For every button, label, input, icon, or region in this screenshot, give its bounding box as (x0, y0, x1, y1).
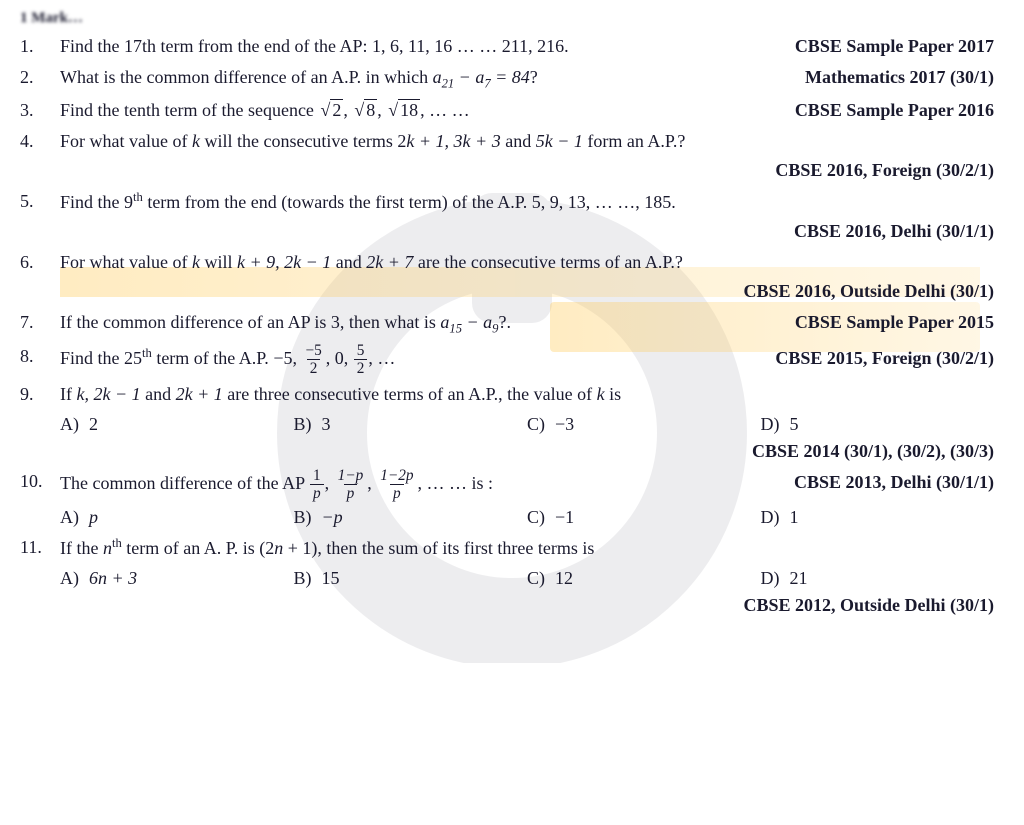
option: D)5 (761, 414, 995, 435)
question-row: 7. If the common difference of an AP is … (20, 309, 994, 338)
option: B)−p (294, 507, 528, 528)
option: C)12 (527, 568, 761, 589)
question-text: Find the 9th term from the end (towards … (60, 188, 994, 216)
option: A)2 (60, 414, 294, 435)
question-row: 3. Find the tenth term of the sequence 2… (20, 97, 994, 124)
question-source: CBSE 2016, Delhi (30/1/1) (60, 218, 994, 245)
options-row: A)6n + 3 B)15 C)12 D)21 (60, 568, 994, 589)
question-row: 8. Find the 25th term of the A.P. −5, −5… (20, 343, 994, 377)
option: C)−3 (527, 414, 761, 435)
question-source: CBSE 2016, Foreign (30/2/1) (60, 157, 994, 184)
question-source: CBSE 2012, Outside Delhi (30/1) (60, 595, 994, 616)
question-number: 6. (20, 249, 60, 276)
question-text: For what value of k will the consecutive… (60, 128, 994, 155)
question-source: Mathematics 2017 (30/1) (805, 64, 994, 91)
question-number: 2. (20, 64, 60, 91)
question-number: 1. (20, 33, 60, 60)
question-text: Find the 17th term from the end of the A… (60, 33, 775, 60)
question-row: 5. Find the 9th term from the end (towar… (20, 188, 994, 245)
section-header: 1 Mark… (20, 10, 994, 27)
question-text: Find the 25th term of the A.P. −5, −52, … (60, 343, 755, 377)
question-number: 7. (20, 309, 60, 336)
questions-content: 1 Mark… 1. Find the 17th term from the e… (20, 10, 994, 616)
option: A)p (60, 507, 294, 528)
question-number: 10. (20, 468, 60, 495)
question-text: What is the common difference of an A.P.… (60, 64, 785, 93)
question-text: If the nth term of an A. P. is (2n + 1),… (60, 534, 994, 562)
option: A)6n + 3 (60, 568, 294, 589)
option: D)21 (761, 568, 995, 589)
option: D)1 (761, 507, 995, 528)
question-number: 4. (20, 128, 60, 155)
question-source: CBSE 2013, Delhi (30/1/1) (794, 469, 994, 496)
question-number: 11. (20, 534, 60, 561)
question-number: 9. (20, 381, 60, 408)
question-row: 4. For what value of k will the consecut… (20, 128, 994, 184)
question-row: 6. For what value of k will k + 9, 2k − … (20, 249, 994, 305)
options-row: A)2 B)3 C)−3 D)5 (60, 414, 994, 435)
question-text: For what value of k will k + 9, 2k − 1 a… (60, 249, 994, 276)
question-source: CBSE Sample Paper 2017 (795, 33, 994, 60)
question-row: 10. The common difference of the AP 1p, … (20, 468, 994, 502)
question-text: If the common difference of an AP is 3, … (60, 309, 775, 338)
question-text: The common difference of the AP 1p, 1−pp… (60, 468, 774, 502)
options-row: A)p B)−p C)−1 D)1 (60, 507, 994, 528)
question-source: CBSE Sample Paper 2016 (795, 97, 994, 124)
question-number: 3. (20, 97, 60, 124)
question-text: Find the tenth term of the sequence 2, 8… (60, 97, 775, 124)
question-source: CBSE Sample Paper 2015 (795, 309, 994, 336)
question-source: CBSE 2016, Outside Delhi (30/1) (60, 278, 994, 305)
question-row: 2. What is the common difference of an A… (20, 64, 994, 93)
question-text: If k, 2k − 1 and 2k + 1 are three consec… (60, 381, 994, 408)
question-row: 9. If k, 2k − 1 and 2k + 1 are three con… (20, 381, 994, 408)
question-source: CBSE 2014 (30/1), (30/2), (30/3) (60, 441, 994, 462)
question-row: 11. If the nth term of an A. P. is (2n +… (20, 534, 994, 562)
option: B)3 (294, 414, 528, 435)
option: C)−1 (527, 507, 761, 528)
option: B)15 (294, 568, 528, 589)
question-number: 8. (20, 343, 60, 370)
question-source: CBSE 2015, Foreign (30/2/1) (775, 345, 994, 372)
question-row: 1. Find the 17th term from the end of th… (20, 33, 994, 60)
question-number: 5. (20, 188, 60, 215)
